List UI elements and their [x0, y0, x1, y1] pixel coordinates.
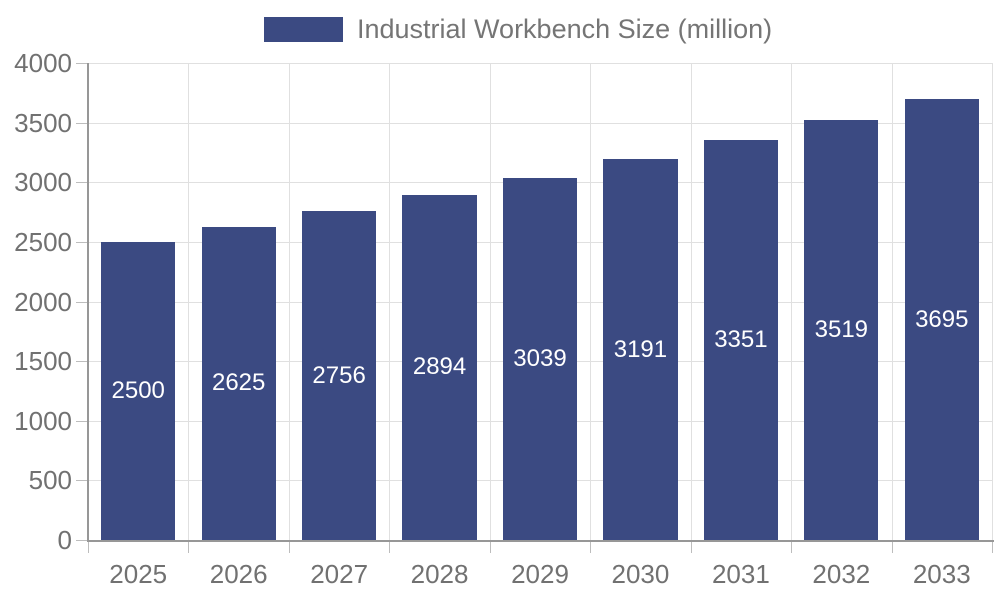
- bar-value-label: 2625: [211, 369, 266, 397]
- bar-value-label: 3351: [714, 326, 768, 354]
- y-axis-tick: [76, 182, 88, 184]
- y-axis-tick: [76, 540, 88, 541]
- gridline-vertical: [791, 63, 793, 540]
- bar: 3039: [502, 177, 578, 540]
- legend-label: Industrial Workbench Size (million): [357, 14, 773, 44]
- y-axis-tick-label: 1000: [14, 405, 72, 436]
- gridline-vertical: [891, 63, 893, 540]
- bar-value-label: 2500: [111, 376, 165, 404]
- y-axis-tick: [76, 361, 88, 363]
- bar: 3191: [603, 159, 678, 540]
- y-axis-line: [87, 63, 89, 541]
- bar-value-label: 3191: [613, 335, 668, 363]
- y-axis-tick: [76, 63, 88, 64]
- y-axis-tick: [76, 420, 88, 422]
- gridline-vertical: [992, 63, 993, 540]
- gridline-vertical: [288, 63, 290, 540]
- y-axis-tick-label: 3000: [14, 167, 72, 198]
- gridline-vertical: [389, 63, 391, 540]
- y-axis-tick-label: 2500: [14, 226, 72, 257]
- x-axis-tick: [891, 540, 893, 553]
- y-axis-tick: [76, 301, 88, 303]
- y-axis-tick-label: 2000: [14, 286, 72, 317]
- bar: 2756: [301, 211, 377, 540]
- gridline-vertical: [690, 63, 692, 540]
- bar-value-label: 3519: [814, 316, 869, 344]
- x-axis-tick-label: 2033: [912, 559, 971, 589]
- x-axis-tick: [690, 540, 692, 553]
- x-axis-tick-label: 2032: [812, 559, 871, 589]
- x-axis-tick-label: 2028: [410, 559, 469, 589]
- gridline-vertical: [188, 63, 190, 540]
- gridline-horizontal: [88, 63, 992, 64]
- y-axis-tick: [76, 480, 88, 482]
- y-axis-tick: [76, 241, 88, 243]
- gridline-vertical: [489, 63, 491, 540]
- bar-value-label: 2756: [312, 361, 366, 389]
- bar: 2500: [101, 241, 176, 540]
- x-axis-tick: [389, 540, 391, 553]
- x-axis-tick-label: 2027: [310, 559, 369, 589]
- bar: 3695: [904, 99, 979, 540]
- legend-swatch: [264, 17, 343, 42]
- x-axis-tick: [288, 540, 290, 553]
- y-axis-tick: [76, 122, 88, 124]
- bar: 2625: [201, 226, 276, 540]
- y-axis-tick-label: 0: [57, 525, 72, 555]
- y-axis-tick-label: 4000: [14, 48, 72, 78]
- x-axis-tick-label: 2029: [511, 559, 569, 589]
- bar: 3351: [703, 140, 779, 540]
- x-axis-tick-label: 2025: [109, 559, 168, 589]
- x-axis-tick-label: 2031: [711, 559, 770, 589]
- bar-value-label: 3695: [915, 305, 969, 333]
- x-axis-tick: [489, 540, 491, 553]
- gridline-horizontal: [88, 122, 992, 124]
- x-axis-tick: [791, 540, 793, 553]
- y-axis-tick-label: 500: [28, 465, 72, 496]
- legend-item[interactable]: Industrial Workbench Size (million): [264, 14, 772, 45]
- gridline-vertical: [590, 63, 592, 540]
- x-axis-tick: [188, 540, 190, 553]
- bar: 2894: [402, 194, 477, 540]
- x-axis-tick: [88, 540, 89, 553]
- bar: 3519: [804, 120, 879, 540]
- bar-value-label: 2894: [412, 353, 467, 381]
- y-axis-tick-label: 1500: [14, 346, 72, 377]
- bar-value-label: 3039: [513, 344, 567, 372]
- x-axis-line: [87, 540, 994, 542]
- x-axis-tick-label: 2026: [209, 559, 268, 589]
- x-axis-tick: [590, 540, 592, 553]
- x-axis-tick-label: 2030: [611, 559, 670, 589]
- x-axis-tick: [992, 540, 993, 553]
- y-axis-tick-label: 3500: [14, 107, 72, 138]
